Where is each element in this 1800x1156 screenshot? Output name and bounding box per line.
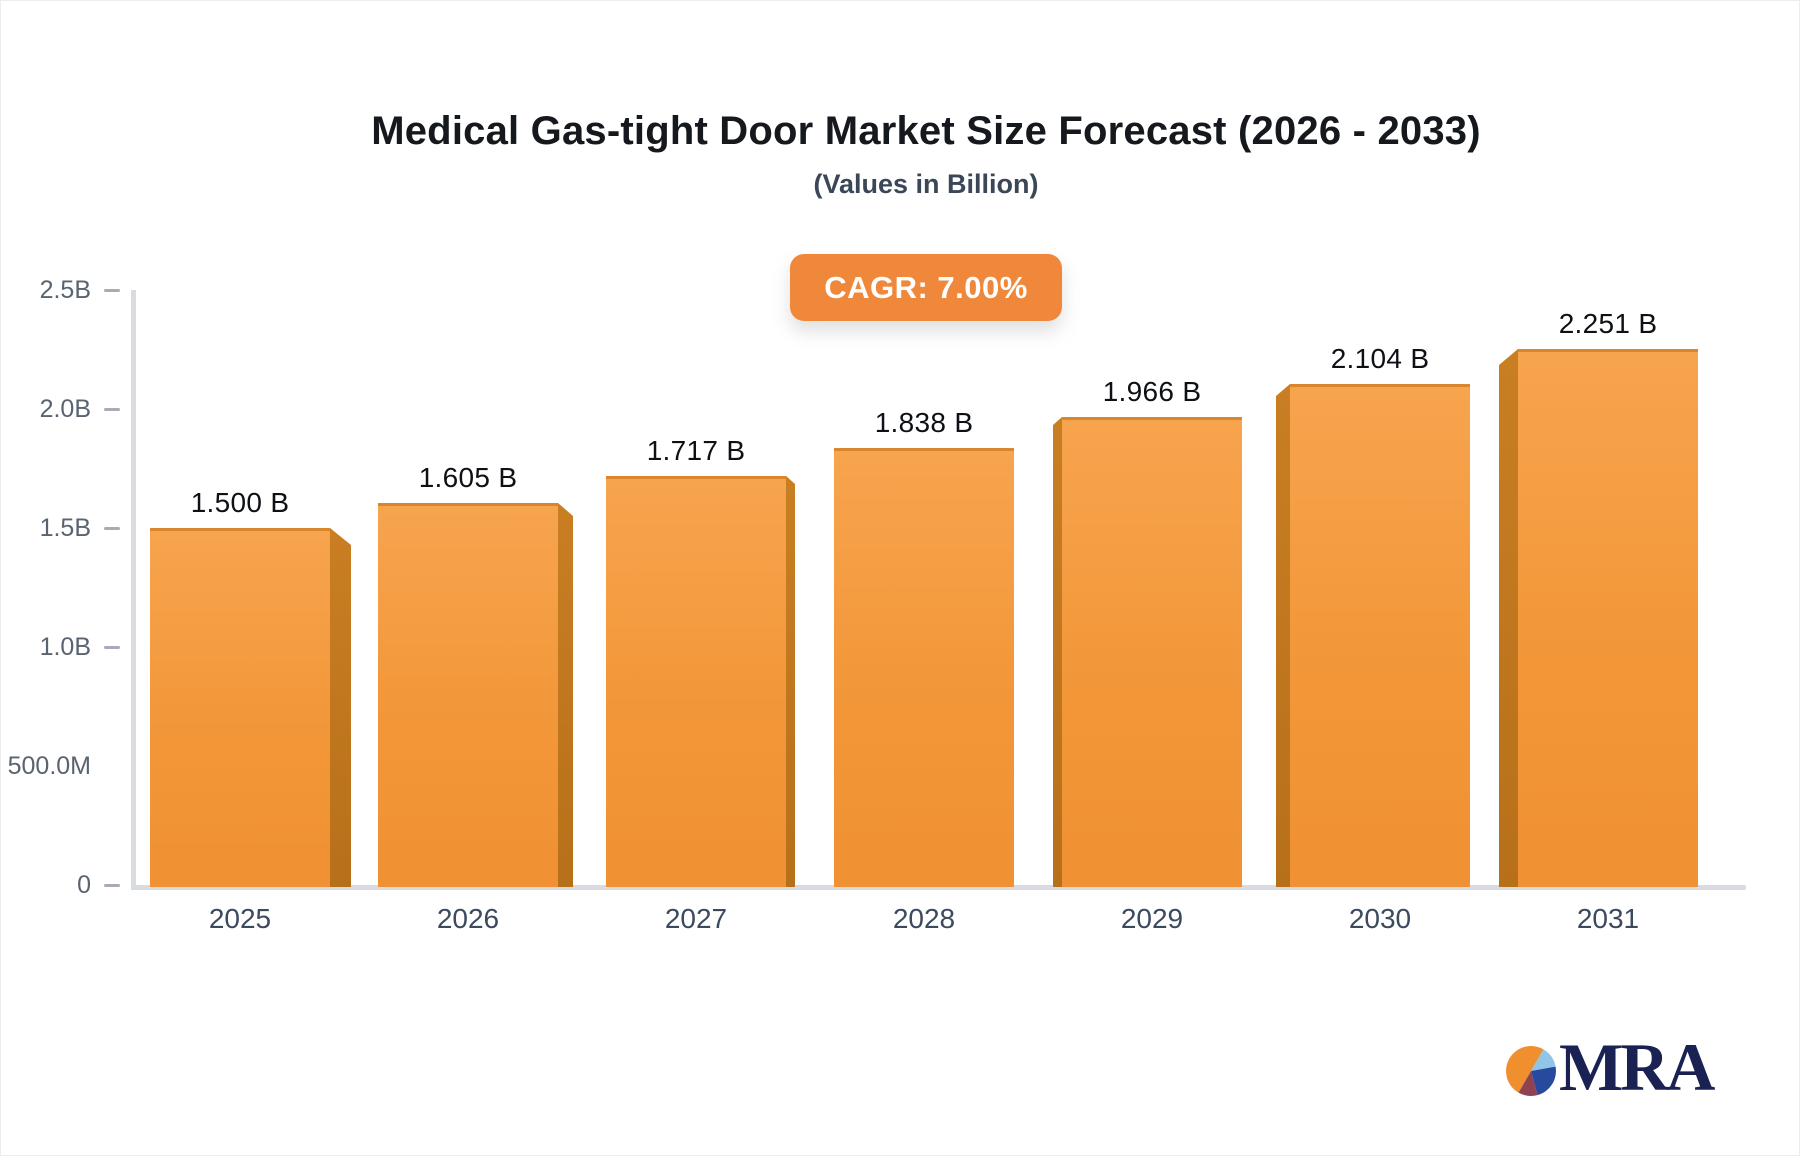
cagr-badge: CAGR: 7.00% (790, 254, 1062, 321)
bar-2030 (1290, 384, 1470, 887)
orange-slice (1506, 1046, 1544, 1093)
cagr-badge-label: CAGR: 7.00% (824, 269, 1028, 305)
bar-side-face-2031 (1499, 349, 1518, 887)
x-axis-label-2027: 2027 (664, 903, 728, 934)
x-axis-label-2029: 2029 (1120, 903, 1184, 934)
bar-side-face-2029 (1053, 417, 1062, 887)
chart-subtitle: (Values in Billion) (813, 169, 1039, 199)
bar-side-face-2026 (558, 503, 573, 887)
y-axis-tick-mark (104, 408, 120, 411)
y-axis-tick-label: 0 (77, 871, 91, 899)
bar-side-face-2027 (786, 476, 795, 887)
y-axis-tick-label: 500.0M (7, 752, 91, 780)
bar-value-label: 1.966 B (1102, 376, 1202, 407)
y-axis-line (131, 290, 136, 890)
chart-title: Medical Gas-tight Door Market Size Forec… (371, 109, 1481, 153)
y-axis-tick-label: 2.5B (39, 276, 91, 304)
brand-logo: MRA (1505, 1029, 1715, 1105)
bar-side-face-2025 (330, 528, 351, 887)
bar-value-label: 1.717 B (646, 435, 746, 466)
brand-logo-text: MRA (1559, 1029, 1715, 1105)
bar-2026 (378, 503, 558, 887)
y-axis-tick-mark (104, 289, 120, 292)
bar-2029 (1062, 417, 1242, 887)
bar-value-label: 1.605 B (418, 462, 518, 493)
bar-side-face-2030 (1276, 384, 1290, 887)
y-axis-tick-mark (104, 884, 120, 887)
maroon-slice (1518, 1071, 1538, 1096)
bar-value-label: 1.838 B (874, 407, 974, 438)
bar-2031 (1518, 349, 1698, 887)
pie-chart-logo-icon (1505, 1045, 1557, 1097)
bar-value-label: 2.251 B (1558, 308, 1658, 339)
x-axis-label-2025: 2025 (208, 903, 272, 934)
y-axis-tick-label: 1.0B (39, 633, 91, 661)
bar-2028 (834, 448, 1014, 887)
light-blue-slice (1531, 1049, 1556, 1071)
navy-slice (1531, 1066, 1556, 1096)
x-axis-line (131, 885, 1746, 890)
bar-value-label: 2.104 B (1330, 343, 1430, 374)
y-axis-tick-label: 2.0B (39, 395, 91, 423)
y-axis-tick-mark (104, 527, 120, 530)
y-axis-tick-label: 1.5B (39, 514, 91, 542)
x-axis-label-2028: 2028 (892, 903, 956, 934)
x-axis-label-2026: 2026 (436, 903, 500, 934)
y-axis-tick-mark (104, 646, 120, 649)
bar-2027 (606, 476, 786, 887)
x-axis-label-2030: 2030 (1348, 903, 1412, 934)
bar-2025 (150, 528, 330, 887)
bar-value-label: 1.500 B (190, 487, 290, 518)
x-axis-label-2031: 2031 (1576, 903, 1640, 934)
